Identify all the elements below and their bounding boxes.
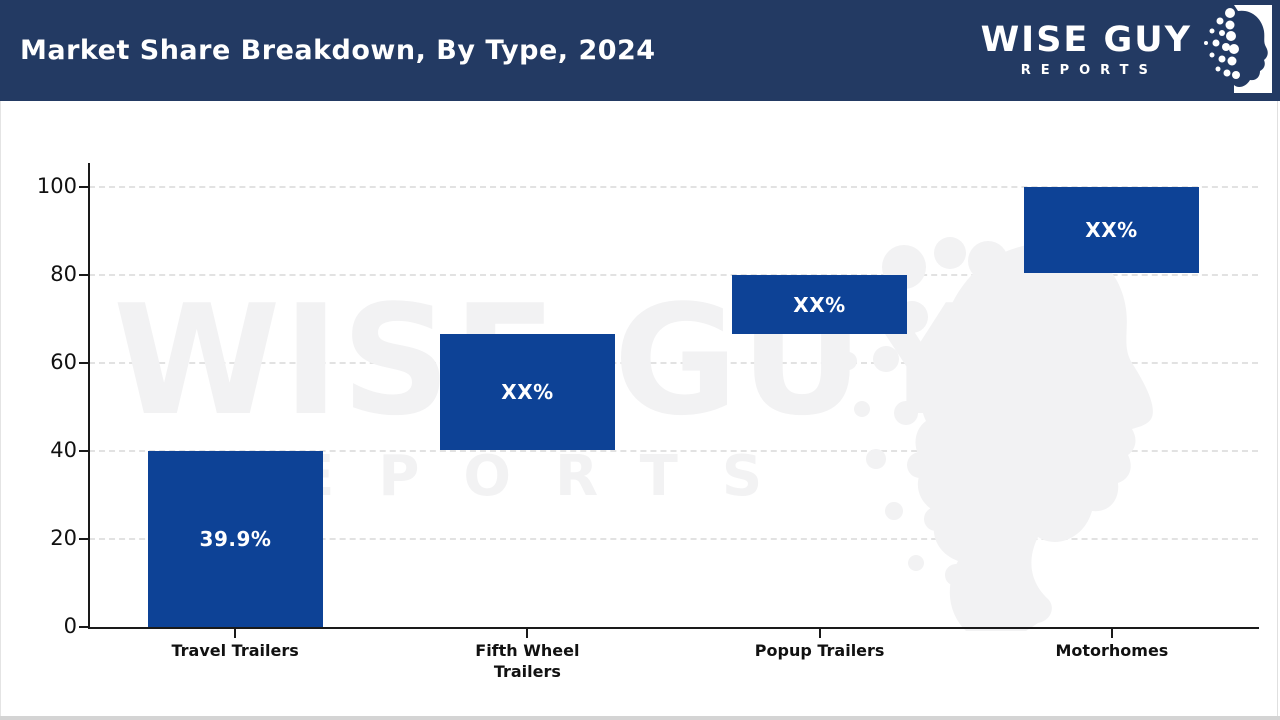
y-tick-mark-100	[79, 186, 89, 188]
x-tick-mark	[234, 629, 237, 638]
y-tick-label: 100	[36, 174, 77, 198]
gridline-60	[89, 362, 1258, 364]
y-axis-line	[88, 163, 90, 629]
brand-wordmark: WISE GUY REPORTS	[980, 20, 1192, 79]
bottom-border	[0, 716, 1280, 720]
y-tick-label: 80	[50, 262, 77, 286]
x-tick-label: Fifth Wheel Trailers	[475, 641, 580, 681]
bar-segment: XX%	[440, 334, 615, 450]
bar-value-label: XX%	[1085, 218, 1138, 242]
bar-segment: 39.9%	[148, 451, 323, 627]
brand-face-icon	[1194, 4, 1272, 97]
bar-value-label: 39.9%	[199, 527, 272, 551]
brand-name: WISE GUY	[980, 20, 1192, 60]
gridline-40	[89, 450, 1258, 452]
y-tick-mark-40	[79, 450, 89, 452]
page-title: Market Share Breakdown, By Type, 2024	[20, 35, 656, 66]
bar-segment: XX%	[732, 275, 907, 334]
x-axis-line	[88, 627, 1259, 629]
x-tick-label: Travel Trailers	[171, 641, 299, 660]
x-tick-mark	[526, 629, 529, 638]
y-tick-label: 0	[63, 614, 77, 638]
x-tick-label: Popup Trailers	[754, 641, 885, 660]
y-tick-mark-0	[79, 626, 89, 628]
y-tick-label: 60	[50, 350, 77, 374]
bar-segment: XX%	[1024, 187, 1199, 273]
brand-logo: WISE GUY REPORTS	[980, 4, 1280, 97]
y-tick-mark-60	[79, 362, 89, 364]
header-bar: Market Share Breakdown, By Type, 2024 WI…	[0, 0, 1280, 101]
brand-subname: REPORTS	[1020, 63, 1158, 78]
gridline-20	[89, 538, 1258, 540]
gridline-80	[89, 274, 1258, 276]
gridline-100	[89, 186, 1258, 188]
bar-value-label: XX%	[793, 292, 846, 317]
y-tick-label: 20	[50, 526, 77, 550]
y-tick-mark-80	[79, 274, 89, 276]
x-tick-mark	[818, 629, 821, 638]
x-tick-mark	[1110, 629, 1113, 638]
chart-figure: WISE GUY REPORTS 0 20 40 60 80 100 39.9% Travel…	[0, 101, 1278, 717]
x-tick-label: Motorhomes	[1055, 641, 1169, 660]
y-tick-mark-20	[79, 538, 89, 540]
y-tick-label: 40	[50, 438, 77, 462]
bar-value-label: XX%	[501, 380, 554, 404]
